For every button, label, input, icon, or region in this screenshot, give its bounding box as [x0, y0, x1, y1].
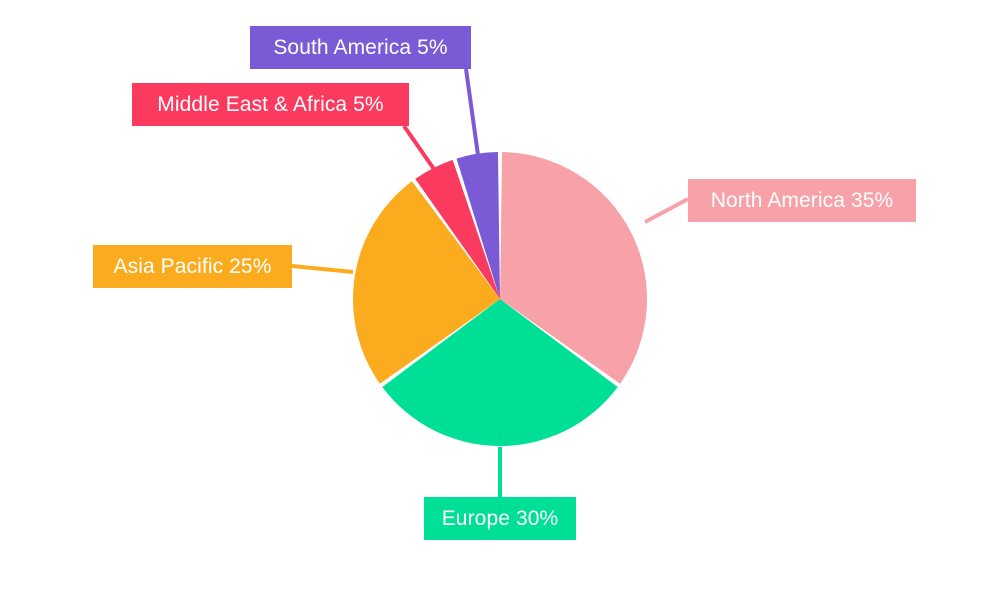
pie-slice-label[interactable]: Europe 30%: [424, 497, 576, 540]
leader-line-group: [291, 68, 689, 497]
pie-slice[interactable]: [382, 299, 618, 447]
pie-slice[interactable]: [352, 181, 500, 384]
leader-line: [644, 197, 689, 224]
leader-line: [464, 68, 480, 156]
pie-slice[interactable]: [500, 152, 648, 384]
pie-slice-label[interactable]: Asia Pacific 25%: [93, 245, 292, 288]
pie-slice[interactable]: [456, 152, 500, 299]
pie-slice-label[interactable]: North America 35%: [688, 179, 916, 222]
leader-line: [291, 264, 354, 274]
pie-slice-group: [352, 152, 648, 447]
pie-slice[interactable]: [415, 159, 500, 299]
pie-slice-label[interactable]: South America 5%: [250, 26, 471, 69]
leader-line: [402, 124, 438, 174]
pie-slice-label[interactable]: Middle East & Africa 5%: [132, 83, 409, 126]
